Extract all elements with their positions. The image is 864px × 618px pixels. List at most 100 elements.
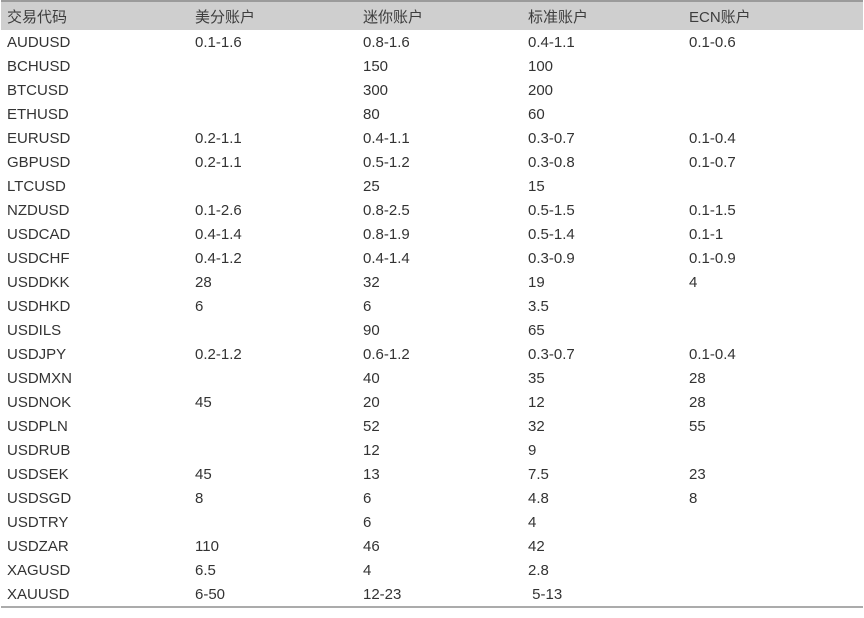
cell-cent: 0.4-1.2 [195,249,242,267]
cell-code: NZDUSD [7,201,70,219]
table-row: XAUUSD 6-50 12-23 5-13 [1,582,863,608]
cell-standard: 65 [528,321,545,339]
cell-code: AUDUSD [7,33,71,51]
table-row: ETHUSD 80 60 [1,102,863,126]
table-row: XAGUSD 6.5 4 2.8 [1,558,863,582]
cell-mini: 0.8-1.9 [363,225,410,243]
cell-mini: 300 [363,81,389,99]
table-row: EURUSD 0.2-1.1 0.4-1.1 0.3-0.7 0.1-0.4 [1,126,863,150]
cell-ecn: 28 [689,393,706,411]
cell-ecn [683,438,863,462]
cell-mini: 150 [363,57,389,75]
cell-cent [189,366,357,390]
cell-code: USDZAR [7,537,69,555]
cell-code: LTCUSD [7,177,66,195]
cell-mini: 0.5-1.2 [363,153,410,171]
cell-ecn: 0.1-0.9 [689,249,736,267]
cell-ecn [683,54,863,78]
table-row: USDNOK 45 20 12 28 [1,390,863,414]
cell-code: USDCAD [7,225,71,243]
cell-ecn: 0.1-1 [689,225,724,243]
cell-standard: 0.5-1.4 [528,225,575,243]
cell-ecn: 0.1-1.5 [689,201,736,219]
cell-standard: 0.3-0.7 [528,129,575,147]
cell-code: XAUUSD [1,582,189,608]
cell-standard: 0.3-0.7 [528,345,575,363]
cell-code: USDJPY [7,345,67,363]
cell-standard: 4.8 [528,489,549,507]
column-header-standard: 标准账户 [522,0,683,30]
table-row: USDCAD 0.4-1.4 0.8-1.9 0.5-1.4 0.1-1 [1,222,863,246]
cell-code: BCHUSD [7,57,71,75]
cell-code: USDTRY [7,513,69,531]
cell-cent: 45 [195,393,212,411]
cell-standard: 12 [528,393,545,411]
cell-cent: 8 [195,489,204,507]
table-row: USDJPY 0.2-1.2 0.6-1.2 0.3-0.7 0.1-0.4 [1,342,863,366]
cell-standard: 0.3-0.9 [528,249,575,267]
cell-code: USDHKD [7,297,71,315]
cell-ecn [683,318,863,342]
cell-mini: 80 [363,105,380,123]
cell-ecn [683,174,863,198]
table-row: USDSEK 45 13 7.5 23 [1,462,863,486]
cell-mini: 6 [363,489,372,507]
cell-standard: 42 [528,537,545,555]
cell-mini: 20 [363,393,380,411]
cell-mini: 13 [363,465,380,483]
table-row: BTCUSD 300 200 [1,78,863,102]
cell-ecn: 0.1-0.4 [689,345,736,363]
cell-ecn: 8 [689,489,698,507]
cell-code: XAGUSD [7,561,71,579]
column-header-mini: 迷你账户 [357,0,522,30]
table-row: AUDUSD 0.1-1.6 0.8-1.6 0.4-1.1 0.1-0.6 [1,30,863,54]
table-row: USDRUB 12 9 [1,438,863,462]
cell-standard: 2.8 [528,561,549,579]
table-row: USDMXN 40 35 28 [1,366,863,390]
cell-mini: 0.4-1.4 [363,249,410,267]
cell-standard: 32 [528,417,545,435]
cell-standard: 19 [528,273,545,291]
cell-ecn [683,78,863,102]
header-row: 交易代码 美分账户 迷你账户 标准账户 ECN账户 [1,0,863,30]
table-row: USDHKD 6 6 3.5 [1,294,863,318]
cell-cent [189,54,357,78]
cell-cent [189,78,357,102]
cell-mini: 40 [363,369,380,387]
cell-ecn: 0.1-0.4 [689,129,736,147]
table-row: BCHUSD 150 100 [1,54,863,78]
cell-standard: 15 [528,177,545,195]
cell-ecn: 28 [689,369,706,387]
cell-standard: 0.4-1.1 [528,33,575,51]
cell-code: EURUSD [7,129,71,147]
cell-standard: 200 [528,81,554,99]
cell-cent: 28 [195,273,212,291]
cell-cent: 0.1-1.6 [195,33,242,51]
cell-ecn [683,510,863,534]
cell-cent [189,174,357,198]
cell-cent: 6-50 [189,582,357,608]
cell-cent: 0.2-1.1 [195,129,242,147]
cell-cent [189,102,357,126]
table-row: NZDUSD 0.1-2.6 0.8-2.5 0.5-1.5 0.1-1.5 [1,198,863,222]
cell-code: GBPUSD [7,153,71,171]
cell-mini: 90 [363,321,380,339]
cell-code: USDSEK [7,465,69,483]
cell-ecn: 0.1-0.6 [689,33,736,51]
cell-mini: 32 [363,273,380,291]
cell-code: USDSGD [7,489,72,507]
cell-ecn [683,102,863,126]
table-row: USDTRY 6 4 [1,510,863,534]
cell-mini: 0.8-1.6 [363,33,410,51]
cell-cent [189,438,357,462]
cell-mini: 0.4-1.1 [363,129,410,147]
cell-mini: 0.8-2.5 [363,201,410,219]
column-header-cent: 美分账户 [189,0,357,30]
cell-mini: 6 [363,297,372,315]
cell-cent: 0.4-1.4 [195,225,242,243]
table-row: USDPLN 52 32 55 [1,414,863,438]
cell-cent: 45 [195,465,212,483]
cell-ecn [683,294,863,318]
